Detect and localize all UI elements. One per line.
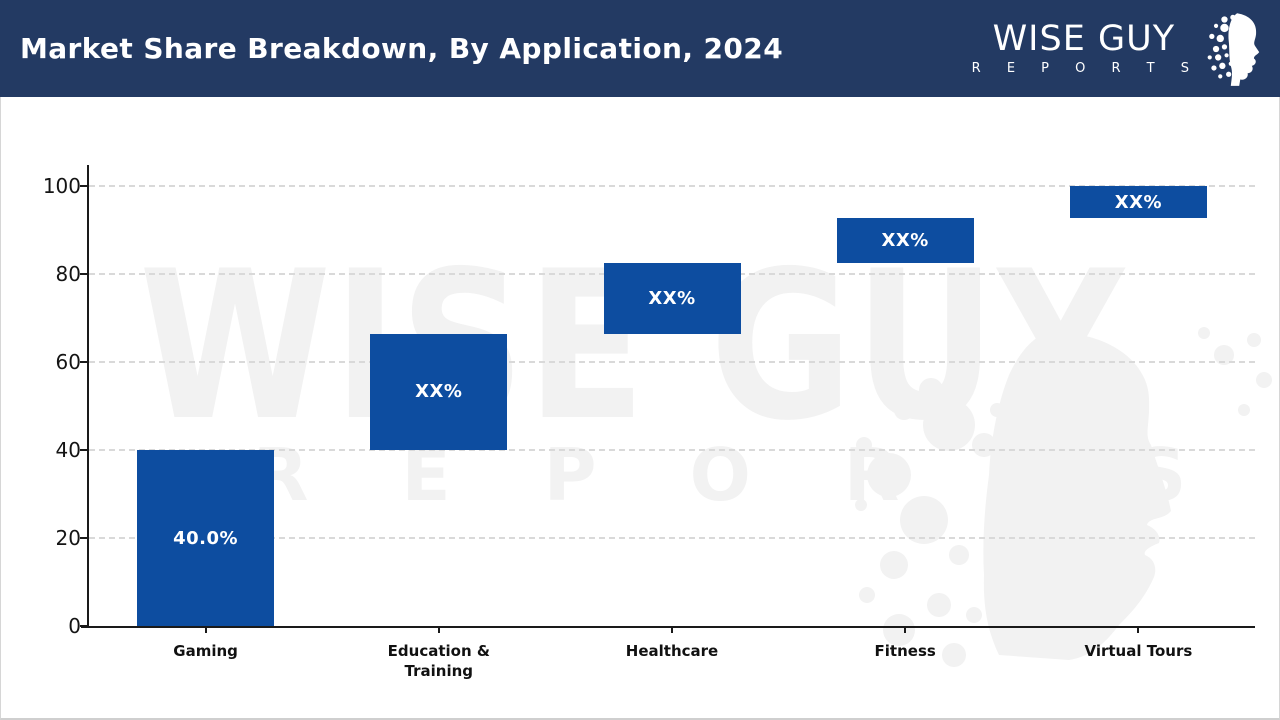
- gridline-40: [89, 449, 1255, 451]
- bar-value-label: XX%: [648, 287, 696, 309]
- y-tick-mark-0: [80, 625, 87, 627]
- category-label-fitness: Fitness: [874, 642, 936, 660]
- category-label-healthcare: Healthcare: [625, 642, 719, 660]
- x-tick-mark-education-training: [437, 626, 440, 633]
- category-label-education-training: Education & Training: [387, 642, 490, 681]
- x-axis-line: [81, 626, 1255, 628]
- brand-logo: WISE GUY R E P O R T S: [968, 9, 1266, 89]
- chart-area: WISE GUY R E P O R T S: [0, 97, 1280, 720]
- y-tick-label-40: 40: [55, 438, 81, 462]
- logo-face-icon: [1207, 12, 1260, 86]
- bar-value-label: XX%: [881, 230, 929, 252]
- logo-wordmark-text: WISE GUY: [992, 18, 1176, 59]
- page-title: Market Share Breakdown, By Application, …: [20, 32, 784, 65]
- gridline-60: [89, 361, 1255, 363]
- y-tick-mark-60: [80, 361, 87, 363]
- y-tick-mark-100: [80, 185, 87, 187]
- x-tick-mark-gaming: [204, 626, 207, 633]
- category-label-virtual-tours: Virtual Tours: [1084, 642, 1193, 660]
- y-tick-mark-20: [80, 537, 87, 539]
- plot-area: 0 20 40 60 80 100 40.0% XX% XX% XX% XX% Gaming Edu…: [43, 165, 1255, 680]
- bar-fitness: XX%: [836, 218, 974, 263]
- bar-gaming: 40.0%: [137, 450, 275, 626]
- gridline-100: [89, 185, 1255, 187]
- y-tick-label-100: 100: [42, 174, 81, 198]
- y-tick-label-80: 80: [55, 262, 81, 286]
- y-tick-mark-80: [80, 273, 87, 275]
- x-tick-mark-fitness: [904, 626, 907, 633]
- gridline-20: [89, 537, 1255, 539]
- header: Market Share Breakdown, By Application, …: [0, 0, 1280, 97]
- logo-subtext: R E P O R T S: [971, 60, 1200, 76]
- category-label-gaming: Gaming: [173, 642, 238, 660]
- bar-value-label: 40.0%: [173, 527, 239, 549]
- bar-value-label: XX%: [415, 381, 463, 403]
- bar-education-training: XX%: [370, 333, 508, 450]
- logo-wordmark: WISE GUY R E P O R T S: [968, 18, 1200, 76]
- bar-healthcare: XX%: [603, 263, 741, 334]
- y-tick-label-0: 0: [68, 614, 81, 638]
- x-tick-mark-virtual-tours: [1137, 626, 1140, 633]
- bar-virtual-tours: XX%: [1069, 186, 1207, 219]
- y-tick-mark-40: [80, 449, 87, 451]
- bar-value-label: XX%: [1114, 191, 1163, 213]
- y-tick-label-60: 60: [55, 350, 81, 374]
- x-tick-mark-healthcare: [671, 626, 673, 633]
- y-axis-spine: [87, 165, 89, 626]
- y-tick-label-20: 20: [55, 526, 81, 550]
